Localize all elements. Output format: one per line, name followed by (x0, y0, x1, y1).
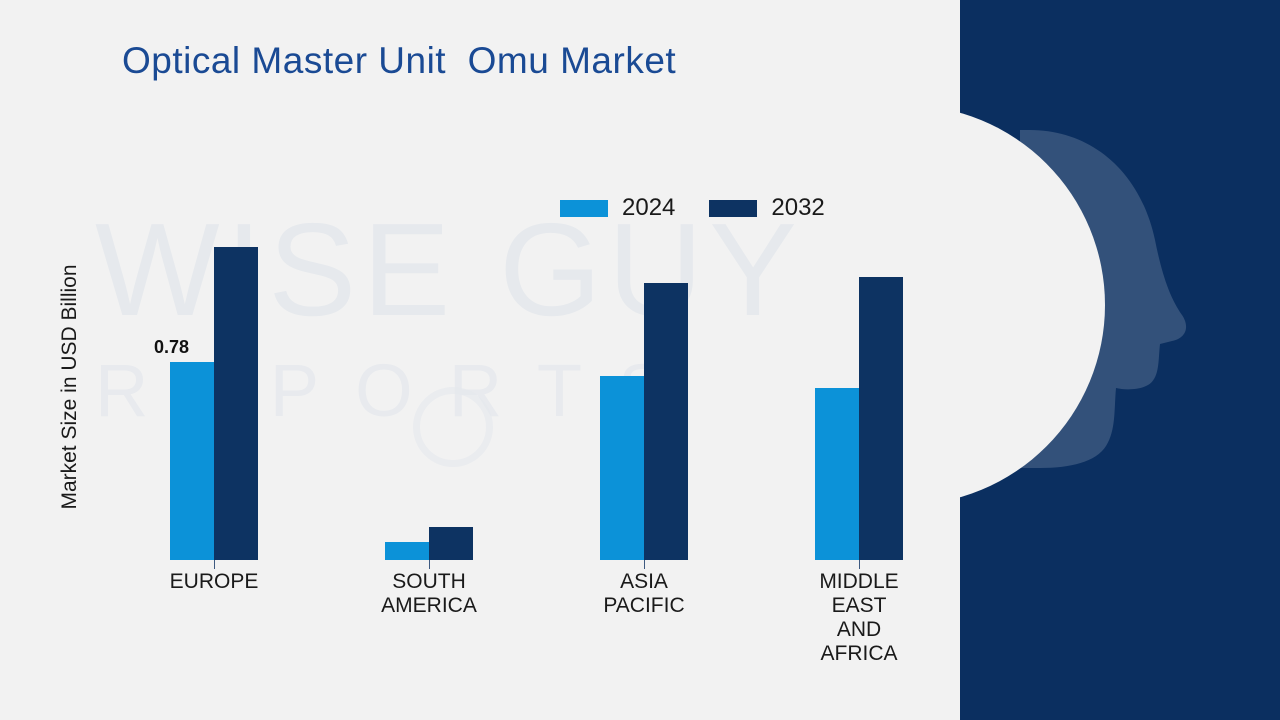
category-label-asia-pacific: ASIA PACIFIC (550, 570, 738, 618)
category-label-line: AND (836, 618, 882, 641)
bar-asia-pacific-2024 (600, 376, 644, 560)
bar-middle-east-and-africa-2032 (859, 277, 903, 560)
axis-tick-europe (214, 560, 215, 569)
bar-group-europe: 0.78 EUROPE (154, 160, 258, 593)
bar-asia-pacific-2032 (644, 283, 688, 560)
category-label-line: MIDDLE (819, 570, 899, 593)
bar-group-middle-east-and-africa: MIDDLE EAST AND AFRICA (815, 160, 903, 665)
legend-label-2032: 2032 (771, 194, 825, 221)
legend-swatch-2024 (560, 199, 608, 217)
legend-swatch-2032 (709, 199, 758, 217)
plot-area: 0.78 EUROPE SOUTH AMERICA (100, 160, 940, 665)
category-label-middle-east-and-africa: MIDDLE EAST AND AFRICA (765, 570, 953, 666)
bar-europe-2032 (214, 247, 258, 560)
bar-group-asia-pacific: ASIA PACIFIC (600, 160, 688, 617)
category-label-south-america: SOUTH AMERICA (335, 570, 523, 618)
bar-south-america-2032 (429, 527, 473, 560)
legend-item-2024: 2024 (560, 194, 675, 222)
bar-europe-2024: 0.78 (154, 337, 214, 560)
axis-tick-middle-east-and-africa (859, 560, 860, 569)
chart-legend: 2024 2032 (560, 194, 825, 222)
category-label-line: EUROPE (169, 570, 259, 593)
bar-value-europe-2024: 0.78 (154, 337, 190, 357)
brand-panel: WISE GUY R E P O R T S (960, 0, 1280, 720)
bar-chart: Market Size in USD Billion 2024 2032 0.7… (58, 160, 940, 665)
category-label-line: ASIA (620, 570, 668, 593)
category-label-line: SOUTH (392, 570, 466, 593)
axis-tick-south-america (429, 560, 430, 569)
category-label-line: EAST (831, 594, 887, 617)
page-title: Optical Master Unit Omu Market (122, 40, 677, 81)
legend-label-2024: 2024 (622, 194, 676, 221)
bar-middle-east-and-africa-2024 (815, 388, 859, 560)
y-axis-label: Market Size in USD Billion (58, 264, 81, 510)
category-label-europe: EUROPE (120, 570, 308, 594)
legend-item-2032: 2032 (709, 194, 825, 222)
category-label-line: PACIFIC (603, 594, 685, 617)
category-label-line: AMERICA (381, 594, 477, 617)
bar-group-south-america: SOUTH AMERICA (381, 160, 477, 617)
axis-tick-asia-pacific (644, 560, 645, 569)
bar-south-america-2024 (385, 542, 429, 560)
category-label-line: AFRICA (820, 642, 898, 665)
